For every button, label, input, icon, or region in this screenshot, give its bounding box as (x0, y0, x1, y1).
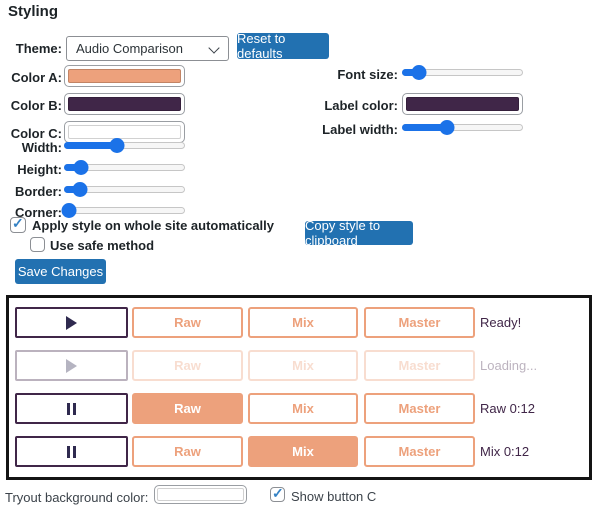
play-pause-button[interactable] (15, 436, 128, 467)
play-icon (66, 315, 77, 330)
color-a-swatch (68, 69, 181, 83)
apply-whole-site-checkbox[interactable] (10, 215, 26, 233)
slider-thumb[interactable] (439, 120, 455, 135)
save-changes-button[interactable]: Save Changes (15, 259, 106, 284)
copy-style-button[interactable]: Copy style to clipboard (305, 218, 413, 248)
preview-status: Ready! (480, 315, 522, 330)
height-label: Height: (17, 162, 62, 177)
preview-row-mix-playing: Raw Mix Master Mix 0:12 (9, 436, 589, 467)
preview-row-raw-playing: Raw Mix Master Raw 0:12 (9, 393, 589, 424)
pause-icon (67, 402, 76, 415)
corner-label: Corner: (15, 205, 62, 220)
font-size-slider[interactable] (402, 65, 523, 80)
width-label: Width: (21, 140, 62, 155)
label-color-label: Label color: (324, 98, 398, 113)
preview-row-ready: Raw Mix Master Ready! (9, 307, 589, 338)
use-safe-method-checkbox[interactable] (30, 237, 45, 252)
slider-thumb[interactable] (72, 182, 88, 197)
preview-button-master[interactable]: Master (364, 350, 475, 381)
slider-thumb[interactable] (109, 138, 125, 153)
label-color-input[interactable] (402, 93, 523, 115)
preview-button-mix[interactable]: Mix (248, 307, 358, 338)
preview-button-raw[interactable]: Raw (132, 436, 243, 467)
label-width-slider[interactable] (402, 120, 523, 135)
theme-select[interactable]: Audio Comparison (66, 36, 229, 61)
play-icon (66, 358, 77, 373)
color-a-label: Color A: (11, 70, 62, 85)
reset-to-defaults-button[interactable]: Reset to defaults (237, 31, 329, 61)
preview-button-raw[interactable]: Raw (132, 307, 243, 338)
label-width-label: Label width: (322, 122, 398, 137)
show-button-c-checkbox[interactable] (270, 485, 285, 502)
label-color-swatch (406, 97, 519, 111)
border-label: Border: (15, 184, 62, 199)
preview-button-mix[interactable]: Mix (248, 350, 358, 381)
color-c-swatch (68, 125, 181, 139)
color-b-swatch (68, 97, 181, 111)
height-slider[interactable] (64, 160, 185, 175)
color-c-label: Color C: (10, 126, 62, 141)
play-pause-button[interactable] (15, 393, 128, 424)
preview-status: Mix 0:12 (480, 444, 530, 459)
tryout-background-swatch (157, 488, 244, 501)
width-slider[interactable] (64, 138, 185, 153)
font-size-label: Font size: (337, 67, 398, 82)
use-safe-method-label: Use safe method (50, 238, 155, 253)
preview-button-mix[interactable]: Mix (248, 436, 358, 467)
color-b-label: Color B: (10, 98, 62, 113)
corner-slider[interactable] (61, 203, 185, 218)
preview-button-mix[interactable]: Mix (248, 393, 358, 424)
pause-icon (67, 445, 76, 458)
play-pause-button[interactable] (15, 350, 128, 381)
preview-button-raw[interactable]: Raw (132, 393, 243, 424)
theme-label: Theme: (15, 41, 62, 56)
preview-button-master[interactable]: Master (364, 393, 475, 424)
style-preview-panel: Raw Mix Master Ready! Raw Mix Master Loa… (6, 295, 592, 480)
preview-button-raw[interactable]: Raw (132, 350, 243, 381)
preview-row-loading: Raw Mix Master Loading... (9, 350, 589, 381)
slider-thumb[interactable] (73, 160, 89, 175)
apply-whole-site-label: Apply style on whole site automatically (32, 218, 275, 233)
theme-select-value: Audio Comparison (76, 41, 183, 56)
page-title: Styling (8, 3, 59, 20)
tryout-background-label: Tryout background color: (5, 490, 149, 505)
play-pause-button[interactable] (15, 307, 128, 338)
color-c-input[interactable] (64, 121, 185, 143)
slider-thumb[interactable] (61, 203, 77, 218)
show-button-c-label: Show button C (291, 489, 377, 504)
color-a-input[interactable] (64, 65, 185, 87)
preview-status: Raw 0:12 (480, 401, 535, 416)
color-b-input[interactable] (64, 93, 185, 115)
preview-button-master[interactable]: Master (364, 307, 475, 338)
preview-button-master[interactable]: Master (364, 436, 475, 467)
chevron-down-icon (208, 42, 220, 54)
border-slider[interactable] (64, 182, 185, 197)
preview-status: Loading... (480, 358, 538, 373)
slider-thumb[interactable] (411, 65, 427, 80)
tryout-background-color-input[interactable] (154, 485, 247, 504)
